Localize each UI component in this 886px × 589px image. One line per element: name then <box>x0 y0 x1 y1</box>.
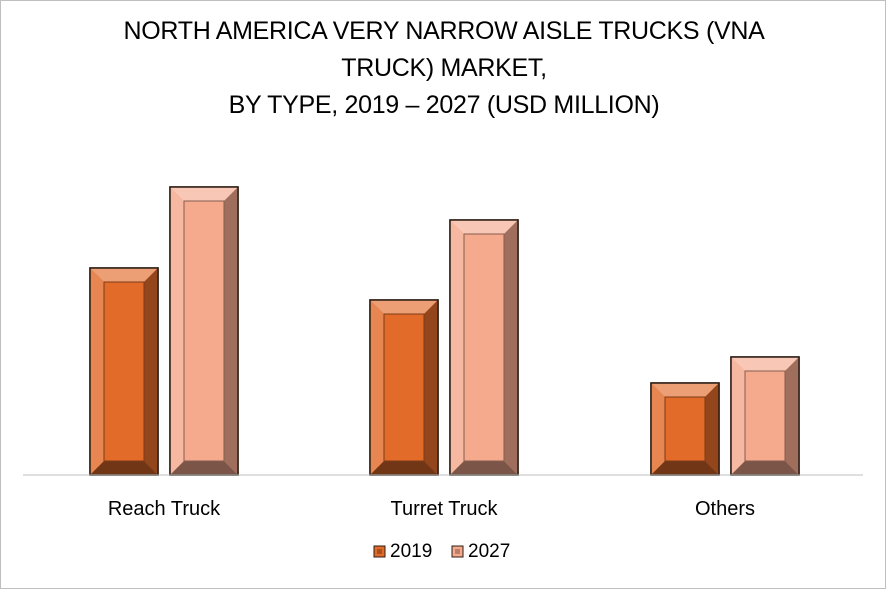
legend-item-2027: 2027 <box>451 541 510 562</box>
bar-others-2027 <box>730 356 800 476</box>
legend-label: 2019 <box>390 541 432 562</box>
chart-title-line-3: BY TYPE, 2019 – 2027 (USD MILLION) <box>228 91 660 119</box>
chart-title-line-2: TRUCK) MARKET, <box>341 54 547 82</box>
legend-swatch-2019 <box>373 545 386 558</box>
category-labels: Reach Truck Turret Truck Others <box>108 498 755 520</box>
chart-title: NORTH AMERICA VERY NARROW AISLE TRUCKS (… <box>61 13 827 124</box>
category-label: Others <box>695 498 755 520</box>
legend-label: 2027 <box>468 541 510 562</box>
legend-swatch-2027 <box>451 545 464 558</box>
bar-reach-truck-2027 <box>169 186 239 476</box>
bar-turret-truck-2027 <box>449 219 519 476</box>
bar-turret-truck-2019 <box>369 299 439 476</box>
chart-title-line-1: NORTH AMERICA VERY NARROW AISLE TRUCKS (… <box>123 17 765 45</box>
bar-reach-truck-2019 <box>89 267 159 476</box>
category-label: Reach Truck <box>108 498 221 520</box>
legend: 2019 2027 <box>373 541 510 562</box>
bar-others-2019 <box>650 382 720 476</box>
category-label: Turret Truck <box>390 498 498 520</box>
legend-item-2019: 2019 <box>373 541 432 562</box>
bars-layer <box>89 186 800 476</box>
